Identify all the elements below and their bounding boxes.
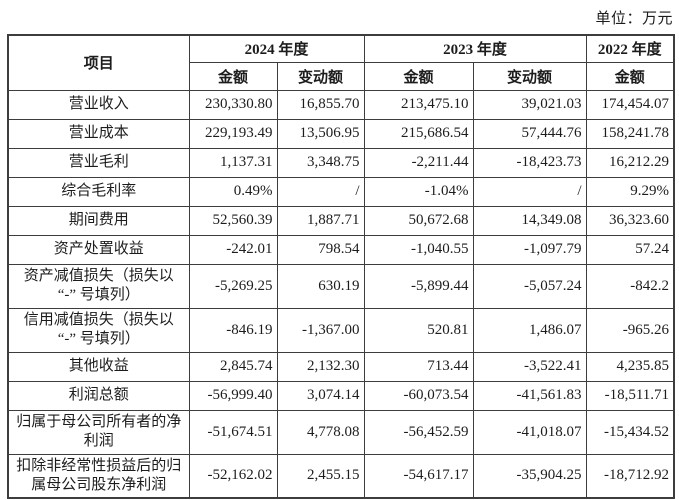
cell-value: -56,452.59	[363, 409, 474, 455]
unit-label: 单位：万元	[595, 11, 673, 27]
table-row: 利润总额 -56,999.40 3,074.14 -60,073.54 -41,…	[7, 380, 675, 411]
cell-value: -56,999.40	[188, 380, 278, 411]
cell-value: 3,074.14	[276, 380, 365, 411]
cell-value: 3,348.75	[276, 147, 365, 178]
cell-value: -51,674.51	[188, 409, 278, 455]
table-row: 综合毛利率 0.49% / -1.04% / 9.29%	[7, 176, 675, 207]
cell-value: 57,444.76	[472, 118, 587, 149]
cell-value: -18,423.73	[472, 147, 587, 178]
cell-value: -18,712.92	[585, 453, 675, 499]
cell-value: -1.04%	[363, 176, 474, 207]
cell-value: -41,561.83	[472, 380, 587, 411]
cell-value: 1,137.31	[188, 147, 278, 178]
cell-value: -5,899.44	[363, 263, 474, 309]
header-year-2023: 2023 年度	[363, 34, 587, 63]
cell-value: -18,511.71	[585, 380, 675, 411]
table-row: 扣除非经常性损益后的归 属母公司股东净利润 -52,162.02 2,455.1…	[7, 453, 675, 499]
financial-summary-table: 项目 2024 年度 2023 年度 2022 年度 金额 变动额 金额 变动额…	[7, 34, 676, 499]
cell-value: 520.81	[363, 307, 474, 353]
cell-value: 174,454.07	[585, 89, 675, 120]
cell-value: -41,018.07	[472, 409, 587, 455]
cell-value: 630.19	[276, 263, 365, 309]
header-2022-amount: 金额	[585, 61, 675, 91]
header-year-2024: 2024 年度	[188, 34, 365, 63]
cell-value: -35,904.25	[472, 453, 587, 499]
header-2023-amount: 金额	[363, 61, 474, 91]
cell-value: 230,330.80	[188, 89, 278, 120]
cell-value: 0.49%	[188, 176, 278, 207]
cell-value: 2,132.30	[276, 351, 365, 382]
header-item: 项目	[7, 34, 190, 91]
cell-value: -60,073.54	[363, 380, 474, 411]
row-label: 资产处置收益	[7, 234, 190, 265]
cell-value: 215,686.54	[363, 118, 474, 149]
cell-value: 16,855.70	[276, 89, 365, 120]
cell-value: -842.2	[585, 263, 675, 309]
cell-value: 229,193.49	[188, 118, 278, 149]
cell-value: 52,560.39	[188, 205, 278, 236]
cell-value: 50,672.68	[363, 205, 474, 236]
table-row: 其他收益 2,845.74 2,132.30 713.44 -3,522.41 …	[7, 351, 675, 382]
row-label: 综合毛利率	[7, 176, 190, 207]
cell-value: -965.26	[585, 307, 675, 353]
header-row-measures: 金额 变动额 金额 变动额 金额	[8, 61, 675, 91]
cell-value: 2,845.74	[188, 351, 278, 382]
row-label: 营业毛利	[7, 147, 190, 178]
cell-value: 4,235.85	[585, 351, 675, 382]
row-label: 信用减值损失（损失以 “-” 号填列）	[7, 307, 190, 353]
cell-value: 57.24	[585, 234, 675, 265]
row-label: 其他收益	[7, 351, 190, 382]
header-2023-change: 变动额	[472, 61, 587, 91]
cell-value: -846.19	[188, 307, 278, 353]
table-row: 营业收入 230,330.80 16,855.70 213,475.10 39,…	[7, 89, 675, 120]
cell-value: 13,506.95	[276, 118, 365, 149]
table-row: 归属于母公司所有者的净 利润 -51,674.51 4,778.08 -56,4…	[7, 409, 675, 455]
cell-value: -3,522.41	[472, 351, 587, 382]
row-label: 扣除非经常性损益后的归 属母公司股东净利润	[7, 453, 190, 499]
cell-value: -5,269.25	[188, 263, 278, 309]
table-row: 信用减值损失（损失以 “-” 号填列） -846.19 -1,367.00 52…	[7, 307, 675, 353]
cell-value: 158,241.78	[585, 118, 675, 149]
row-label: 资产减值损失（损失以 “-” 号填列）	[7, 263, 190, 309]
cell-value: 1,486.07	[472, 307, 587, 353]
cell-value: -52,162.02	[188, 453, 278, 499]
row-label: 期间费用	[7, 205, 190, 236]
cell-value: 2,455.15	[276, 453, 365, 499]
table-row: 营业成本 229,193.49 13,506.95 215,686.54 57,…	[7, 118, 675, 149]
cell-value: -5,057.24	[472, 263, 587, 309]
table-row: 资产处置收益 -242.01 798.54 -1,040.55 -1,097.7…	[7, 234, 675, 265]
cell-value: 213,475.10	[363, 89, 474, 120]
cell-value: 39,021.03	[472, 89, 587, 120]
header-2024-change: 变动额	[276, 61, 365, 91]
cell-value: 9.29%	[585, 176, 675, 207]
table-row: 营业毛利 1,137.31 3,348.75 -2,211.44 -18,423…	[7, 147, 675, 178]
row-label: 利润总额	[7, 380, 190, 411]
cell-value: 16,212.29	[585, 147, 675, 178]
cell-value: -242.01	[188, 234, 278, 265]
cell-value: 14,349.08	[472, 205, 587, 236]
cell-value: 4,778.08	[276, 409, 365, 455]
row-label: 营业收入	[7, 89, 190, 120]
header-year-2022: 2022 年度	[585, 34, 675, 63]
row-label: 归属于母公司所有者的净 利润	[7, 409, 190, 455]
cell-value: -2,211.44	[363, 147, 474, 178]
cell-value: 713.44	[363, 351, 474, 382]
cell-value: 798.54	[276, 234, 365, 265]
header-row-years: 项目 2024 年度 2023 年度 2022 年度	[7, 34, 675, 91]
cell-value: -54,617.17	[363, 453, 474, 499]
cell-value: -15,434.52	[585, 409, 675, 455]
cell-value: -1,097.79	[472, 234, 587, 265]
row-label: 营业成本	[7, 118, 190, 149]
table-row: 资产减值损失（损失以 “-” 号填列） -5,269.25 630.19 -5,…	[7, 263, 675, 309]
cell-value: /	[472, 176, 587, 207]
cell-value: 1,887.71	[276, 205, 365, 236]
header-2024-amount: 金额	[188, 61, 278, 91]
cell-value: -1,367.00	[276, 307, 365, 353]
cell-value: /	[276, 176, 365, 207]
table-row: 期间费用 52,560.39 1,887.71 50,672.68 14,349…	[7, 205, 675, 236]
cell-value: 36,323.60	[585, 205, 675, 236]
cell-value: -1,040.55	[363, 234, 474, 265]
